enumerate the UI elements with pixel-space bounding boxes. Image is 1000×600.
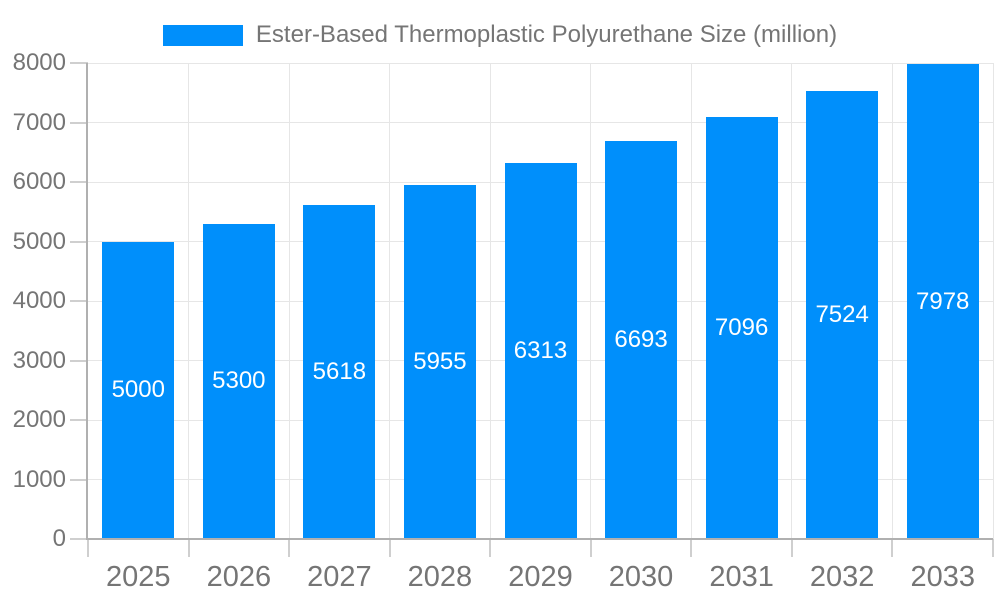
bar (202, 223, 275, 538)
bar (705, 116, 778, 538)
x-axis-tick (790, 539, 793, 557)
x-axis-tick (388, 539, 391, 557)
y-axis-tick (70, 478, 88, 481)
y-axis-tick (70, 181, 88, 183)
x-axis-label: 2033 (910, 561, 975, 593)
y-axis-tick (70, 240, 88, 243)
y-axis-tick (70, 300, 88, 302)
gridline-vertical (891, 63, 893, 539)
gridline-vertical (389, 63, 391, 539)
bar (102, 241, 175, 538)
bar-value-label: 7096 (714, 313, 769, 341)
y-axis-label: 0 (52, 525, 66, 552)
y-axis-label: 4000 (12, 287, 66, 314)
y-axis-tick (70, 419, 88, 421)
x-axis-tick (891, 539, 894, 557)
bar (906, 64, 979, 538)
y-axis-label: 3000 (12, 346, 66, 374)
bar-value-label: 5000 (111, 376, 165, 404)
gridline-vertical (992, 63, 994, 539)
bar-value-label: 6313 (513, 337, 568, 365)
x-axis-tick (489, 539, 492, 557)
x-axis-tick (992, 539, 994, 557)
x-axis-label: 2027 (307, 561, 372, 593)
bar (303, 204, 376, 538)
x-axis-label: 2025 (106, 561, 171, 593)
bar (605, 140, 678, 538)
y-axis-label: 6000 (12, 168, 66, 195)
bar (403, 184, 476, 538)
bar (504, 163, 577, 538)
gridline-vertical (188, 63, 190, 539)
x-axis-tick (87, 539, 89, 557)
gridline-vertical (791, 63, 793, 539)
gridline-vertical (690, 63, 692, 539)
x-axis-label: 2031 (709, 561, 774, 593)
gridline-vertical (489, 63, 491, 539)
legend-label: Ester-Based Thermoplastic Polyurethane S… (255, 21, 838, 48)
y-axis-tick (70, 359, 88, 362)
x-axis-tick (187, 539, 190, 557)
bar (806, 91, 879, 538)
y-axis-label: 2000 (12, 406, 66, 433)
x-axis-label: 2029 (508, 561, 573, 593)
gridline-horizontal (88, 122, 993, 123)
y-axis-tick (70, 538, 88, 540)
y-axis-label: 8000 (12, 49, 66, 76)
bar-value-label: 6693 (614, 325, 668, 353)
x-axis-label: 2026 (206, 561, 272, 593)
bar-value-label: 5618 (312, 357, 367, 385)
x-axis-tick (690, 539, 693, 557)
x-axis-line (86, 538, 993, 540)
y-axis-tick (70, 121, 88, 124)
gridline-vertical (590, 63, 592, 539)
y-axis-label: 7000 (12, 108, 66, 136)
y-axis-line (86, 63, 88, 539)
bar-value-label: 7524 (815, 301, 869, 329)
x-axis-tick (589, 539, 592, 557)
x-axis-tick (288, 539, 291, 557)
chart-legend-item[interactable]: Ester-Based Thermoplastic Polyurethane S… (0, 21, 1000, 49)
y-axis-label: 1000 (12, 465, 66, 493)
x-axis-label: 2030 (608, 561, 674, 593)
y-axis-label: 5000 (12, 227, 66, 255)
bar-value-label: 5955 (413, 347, 467, 375)
bar-value-label: 7978 (916, 287, 970, 315)
x-axis-label: 2032 (809, 561, 875, 593)
legend-swatch (162, 24, 243, 46)
x-axis-label: 2028 (407, 561, 473, 593)
y-axis-tick (70, 62, 88, 64)
gridline-vertical (288, 63, 290, 539)
bar-value-label: 5300 (212, 367, 266, 395)
gridline-horizontal (88, 62, 993, 64)
